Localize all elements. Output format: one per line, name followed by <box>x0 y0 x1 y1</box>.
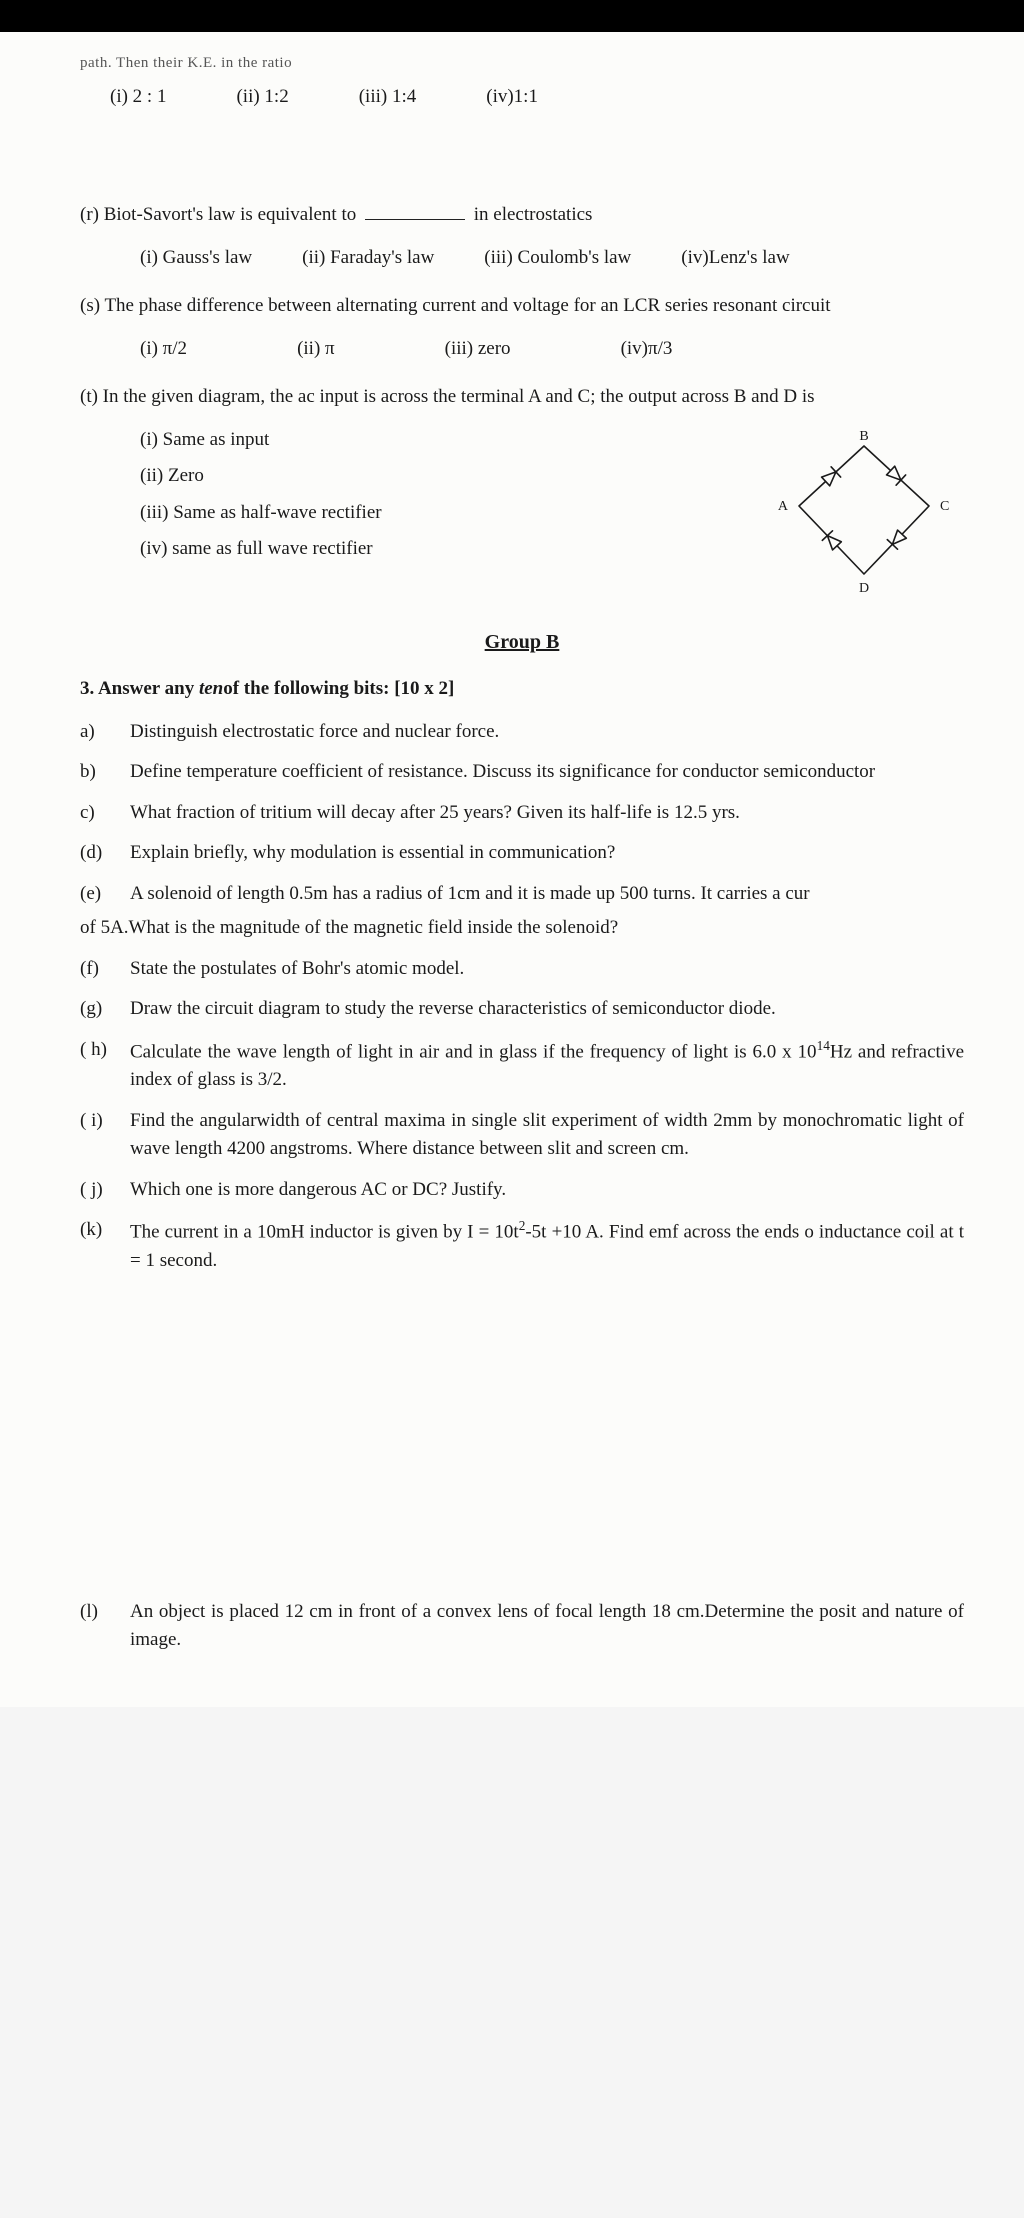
q-t-options: (i) Same as input (ii) Zero (iii) Same a… <box>140 426 382 572</box>
bit-text: State the postulates of Bohr's atomic mo… <box>130 955 964 984</box>
head-italic: ten <box>199 678 223 699</box>
exam-page: path. Then their K.E. in the ratio (i) 2… <box>0 32 1024 1707</box>
bit-label: (e) <box>80 880 116 909</box>
bit-text: Explain briefly, why modulation is essen… <box>130 839 964 868</box>
bit-label: a) <box>80 718 116 747</box>
option-i: (i) 2 : 1 <box>110 83 166 112</box>
bit-label: (g) <box>80 995 116 1024</box>
option-ii: (ii) Zero <box>140 462 382 491</box>
bit-text: Which one is more dangerous AC or DC? Ju… <box>130 1176 964 1205</box>
head-post: of the following bits: [10 x 2] <box>223 678 454 699</box>
bit-text-pre: The current in a 10mH inductor is given … <box>130 1222 519 1243</box>
blank-line <box>365 205 465 220</box>
bit-text: Distinguish electrostatic force and nucl… <box>130 718 964 747</box>
question-t: (t) In the given diagram, the ac input i… <box>80 383 964 412</box>
bit-h: ( h) Calculate the wave length of light … <box>80 1036 964 1095</box>
q-r-suffix: in electrostatics <box>469 204 592 225</box>
option-iv: (iv) same as full wave rectifier <box>140 535 382 564</box>
option-iii: (iii) zero <box>445 335 511 364</box>
q-r-options: (i) Gauss's law (ii) Faraday's law (iii)… <box>140 244 964 273</box>
bit-text: Calculate the wave length of light in ai… <box>130 1036 964 1095</box>
group-b-heading: Group B <box>80 627 964 657</box>
label-b: B <box>859 429 868 444</box>
label-a: A <box>778 499 789 514</box>
option-ii: (ii) π <box>297 335 335 364</box>
bit-d: (d) Explain briefly, why modulation is e… <box>80 839 964 868</box>
head-pre: 3. Answer any <box>80 678 199 699</box>
bit-b: b) Define temperature coefficient of res… <box>80 758 964 787</box>
bit-text: of 5A.What is the magnitude of the magne… <box>80 914 964 943</box>
bit-c: c) What fraction of tritium will decay a… <box>80 799 964 828</box>
bit-label: ( j) <box>80 1176 116 1205</box>
bit-a: a) Distinguish electrostatic force and n… <box>80 718 964 747</box>
top-options-row: (i) 2 : 1 (ii) 1:2 (iii) 1:4 (iv)1:1 <box>110 83 964 112</box>
bit-e-cont: of 5A.What is the magnitude of the magne… <box>80 914 964 943</box>
bit-e: (e) A solenoid of length 0.5m has a radi… <box>80 880 964 909</box>
option-iv: (iv)π/3 <box>621 335 673 364</box>
question-s: (s) The phase difference between alterna… <box>80 292 964 321</box>
question-r: (r) Biot-Savort's law is equivalent to i… <box>80 201 964 230</box>
option-iii: (iii) Same as half-wave rectifier <box>140 499 382 528</box>
diagram-svg: B C D A <box>764 426 964 596</box>
option-iv: (iv)1:1 <box>486 83 538 112</box>
top-black-bar <box>0 0 1024 32</box>
option-i: (i) Same as input <box>140 426 382 455</box>
bit-label: ( i) <box>80 1107 116 1136</box>
option-iii: (iii) Coulomb's law <box>484 244 631 273</box>
option-i: (i) π/2 <box>140 335 187 364</box>
label-d: D <box>859 581 869 596</box>
bit-label: (f) <box>80 955 116 984</box>
q-r-prefix: (r) Biot-Savort's law is equivalent to <box>80 204 361 225</box>
page-gap <box>80 1288 964 1568</box>
bridge-rectifier-diagram: B C D A <box>764 426 964 606</box>
bit-l: (l) An object is placed 12 cm in front o… <box>80 1598 964 1655</box>
section-3-heading: 3. Answer any tenof the following bits: … <box>80 675 964 704</box>
q-t-block: (i) Same as input (ii) Zero (iii) Same a… <box>80 426 964 606</box>
bit-text: An object is placed 12 cm in front of a … <box>130 1598 964 1655</box>
bit-text: Find the angularwidth of central maxima … <box>130 1107 964 1164</box>
bit-g: (g) Draw the circuit diagram to study th… <box>80 995 964 1024</box>
bit-text: Define temperature coefficient of resist… <box>130 758 964 787</box>
truncated-line: path. Then their K.E. in the ratio <box>80 52 964 75</box>
option-iv: (iv)Lenz's law <box>681 244 789 273</box>
bit-k: (k) The current in a 10mH inductor is gi… <box>80 1216 964 1275</box>
option-i: (i) Gauss's law <box>140 244 252 273</box>
option-ii: (ii) Faraday's law <box>302 244 434 273</box>
bit-text: A solenoid of length 0.5m has a radius o… <box>130 880 964 909</box>
bit-text-sup: 14 <box>817 1038 830 1053</box>
bit-label: b) <box>80 758 116 787</box>
bit-f: (f) State the postulates of Bohr's atomi… <box>80 955 964 984</box>
label-c: C <box>940 499 949 514</box>
bit-j: ( j) Which one is more dangerous AC or D… <box>80 1176 964 1205</box>
bit-label: (l) <box>80 1598 116 1627</box>
bit-label: (d) <box>80 839 116 868</box>
bit-label: (k) <box>80 1216 116 1245</box>
bit-label: ( h) <box>80 1036 116 1065</box>
bit-i: ( i) Find the angularwidth of central ma… <box>80 1107 964 1164</box>
q-s-options: (i) π/2 (ii) π (iii) zero (iv)π/3 <box>140 335 964 364</box>
bit-text: Draw the circuit diagram to study the re… <box>130 995 964 1024</box>
option-iii: (iii) 1:4 <box>359 83 417 112</box>
bit-text: The current in a 10mH inductor is given … <box>130 1216 964 1275</box>
bit-text: What fraction of tritium will decay afte… <box>130 799 964 828</box>
bit-text-pre: Calculate the wave length of light in ai… <box>130 1041 817 1062</box>
option-ii: (ii) 1:2 <box>236 83 288 112</box>
bit-label: c) <box>80 799 116 828</box>
